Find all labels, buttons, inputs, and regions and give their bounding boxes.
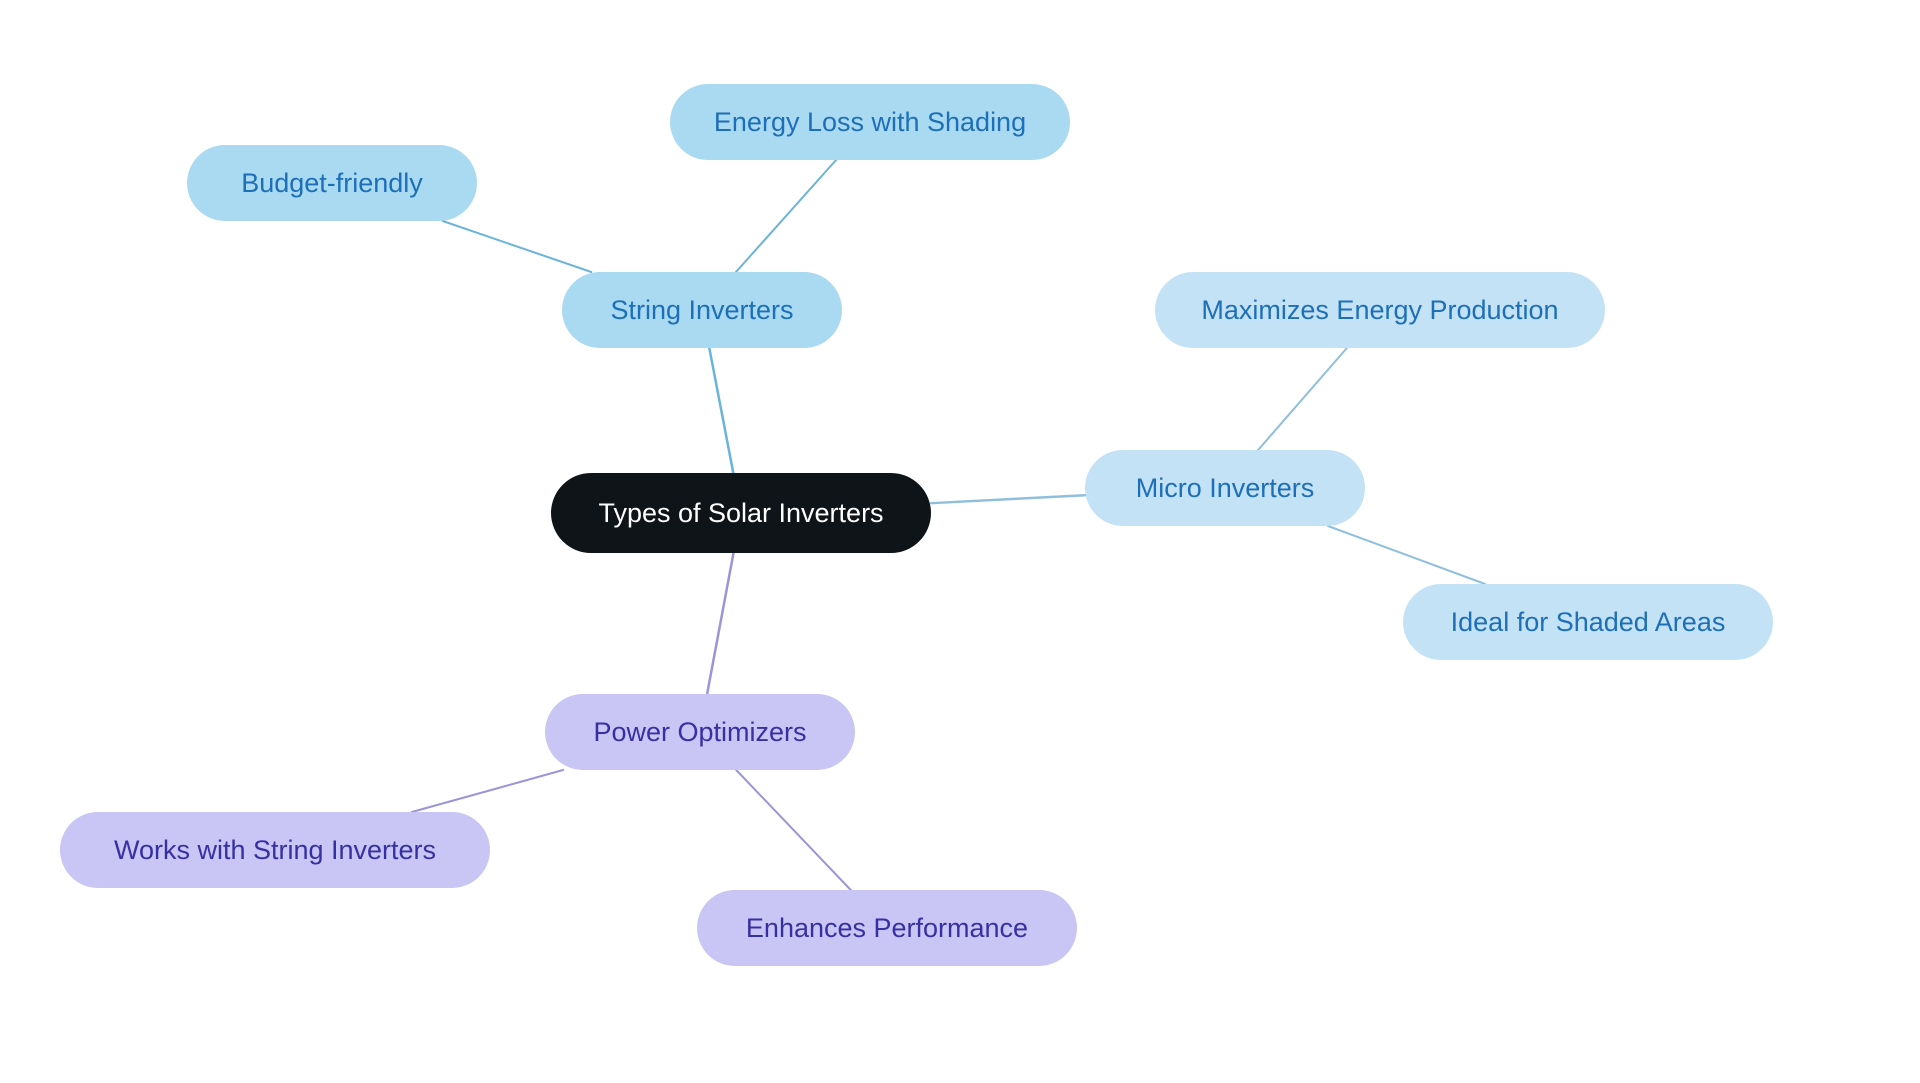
- node-label: Works with String Inverters: [114, 835, 436, 866]
- node-label: Energy Loss with Shading: [714, 107, 1026, 138]
- node-maximizes: Maximizes Energy Production: [1155, 272, 1605, 348]
- edge-micro-maximizes: [1258, 348, 1347, 450]
- node-label: Types of Solar Inverters: [598, 498, 883, 529]
- edge-string-budget: [443, 221, 592, 272]
- node-label: Power Optimizers: [593, 717, 806, 748]
- node-root: Types of Solar Inverters: [551, 473, 931, 553]
- node-label: Ideal for Shaded Areas: [1451, 607, 1726, 638]
- edge-power-works: [412, 770, 563, 812]
- node-budget: Budget-friendly: [187, 145, 477, 221]
- node-enhances: Enhances Performance: [697, 890, 1077, 966]
- node-label: Enhances Performance: [746, 913, 1028, 944]
- node-string: String Inverters: [562, 272, 842, 348]
- edge-root-micro: [931, 495, 1085, 503]
- node-micro: Micro Inverters: [1085, 450, 1365, 526]
- edge-power-enhances: [736, 770, 850, 890]
- node-label: Budget-friendly: [241, 168, 423, 199]
- node-label: String Inverters: [610, 295, 793, 326]
- node-label: Maximizes Energy Production: [1201, 295, 1558, 326]
- edge-root-string: [709, 348, 733, 473]
- node-energyloss: Energy Loss with Shading: [670, 84, 1070, 160]
- edge-micro-shaded: [1328, 526, 1485, 584]
- node-works: Works with String Inverters: [60, 812, 490, 888]
- edge-root-power: [707, 553, 733, 694]
- edge-string-energyloss: [736, 160, 836, 272]
- node-power: Power Optimizers: [545, 694, 855, 770]
- mindmap-canvas: Types of Solar Inverters String Inverters…: [0, 0, 1920, 1083]
- node-label: Micro Inverters: [1136, 473, 1315, 504]
- node-shaded: Ideal for Shaded Areas: [1403, 584, 1773, 660]
